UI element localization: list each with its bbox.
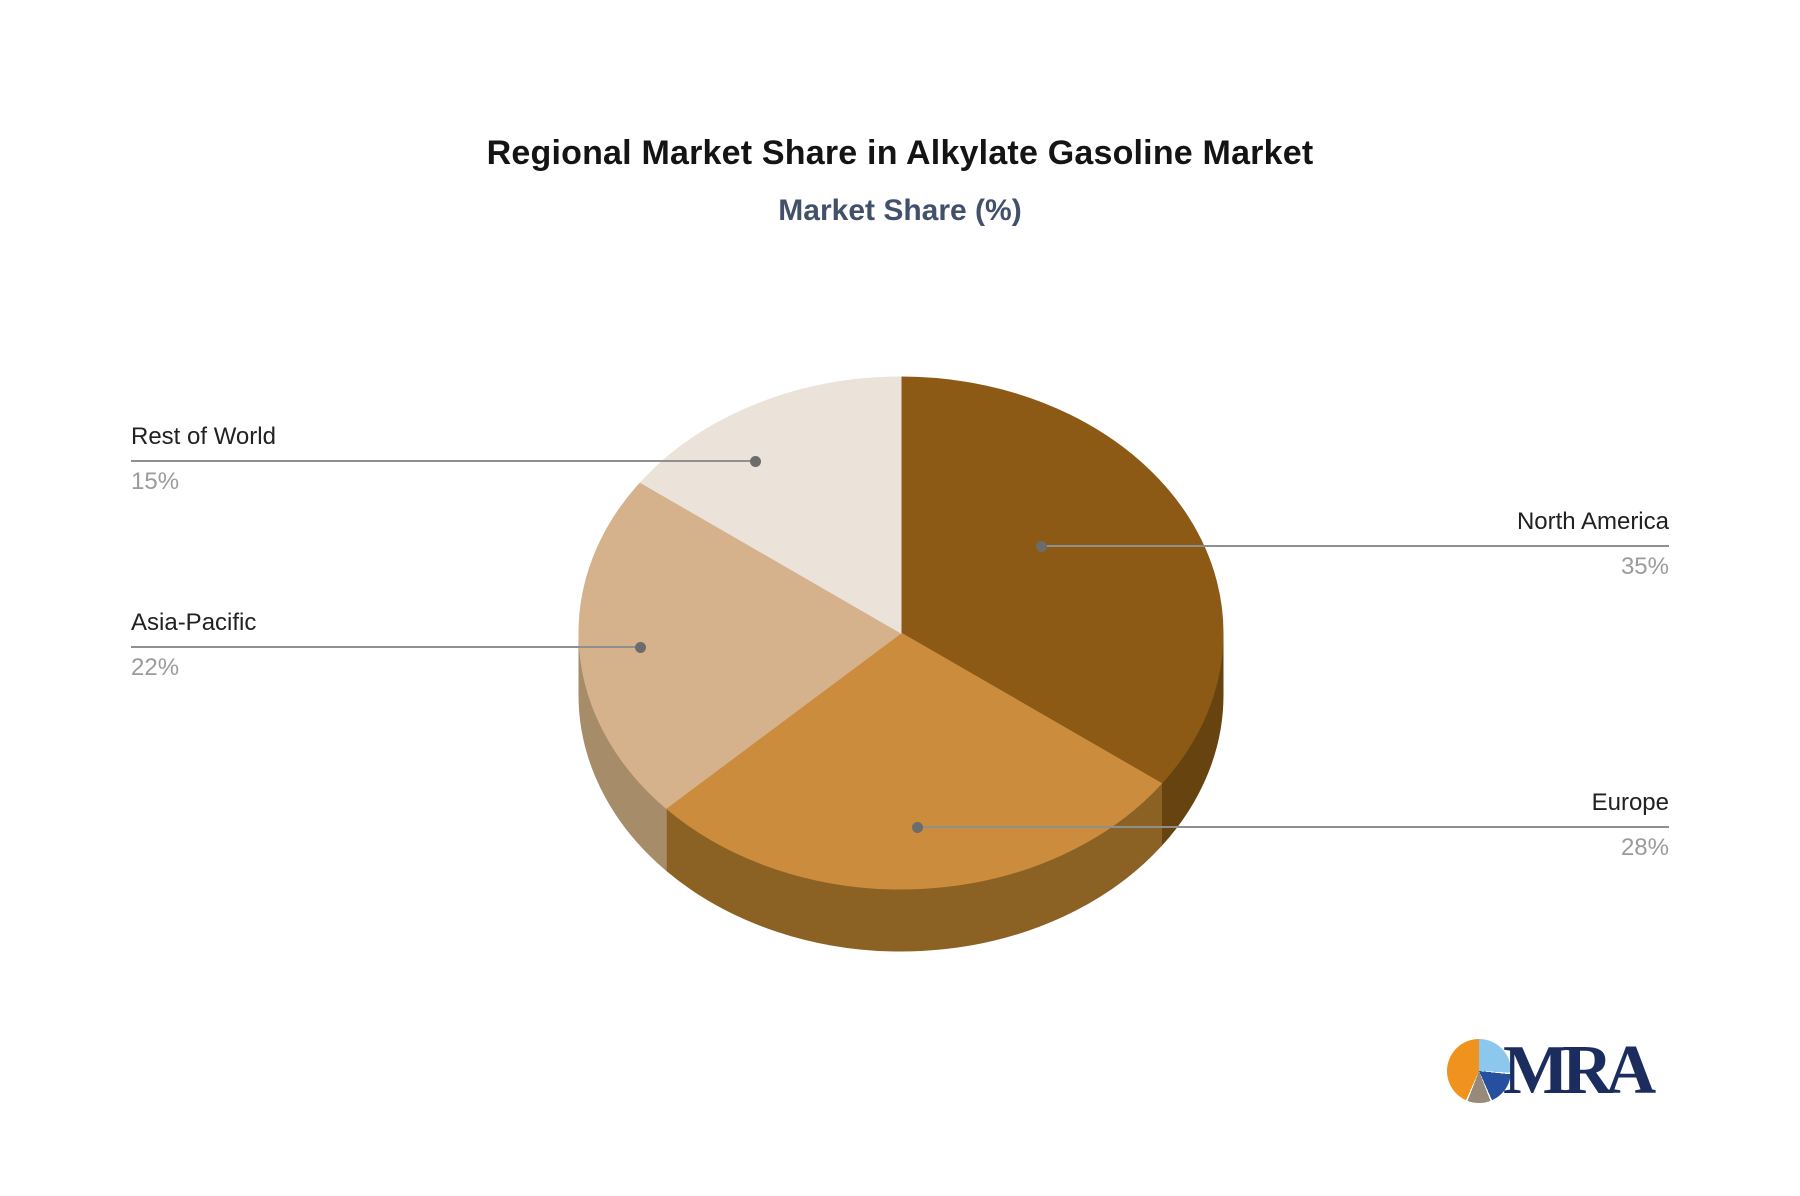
value-asia-pacific: 22% [131, 653, 180, 681]
value-north-america: 35% [1620, 552, 1669, 580]
callout-europe: Europe 28% [912, 789, 1669, 863]
callout-north-america: North America 35% [1036, 508, 1669, 582]
pie-slice-north-america[interactable] [900, 376, 1224, 785]
leader-dot-north-america [1036, 541, 1047, 552]
label-europe: Europe [1591, 789, 1669, 816]
brand-logo: MRA [1447, 1032, 1656, 1109]
leader-dot-europe [912, 822, 923, 833]
logo-wordmark: MRA [1503, 1032, 1656, 1109]
leader-line-europe [917, 826, 1669, 828]
chart-title: Regional Market Share in Alkylate Gasoli… [486, 134, 1314, 172]
leader-line-asia-pacific [131, 646, 640, 648]
label-asia-pacific: Asia-Pacific [131, 609, 257, 636]
label-north-america: North America [1516, 508, 1669, 535]
pie-slice-rest-of-world[interactable] [639, 376, 902, 634]
pie-slice-asia-pacific[interactable] [578, 481, 902, 809]
chart-subtitle: Market Share (%) [778, 194, 1022, 227]
leader-line-north-america [1041, 545, 1669, 547]
leader-dot-rest-of-world [750, 456, 761, 467]
value-rest-of-world: 15% [131, 467, 180, 495]
leader-dot-asia-pacific [635, 642, 646, 653]
label-rest-of-world: Rest of World [131, 423, 276, 450]
value-europe: 28% [1620, 833, 1669, 861]
leader-line-rest-of-world [131, 460, 755, 462]
callout-rest-of-world: Rest of World 15% [131, 423, 761, 497]
callout-asia-pacific: Asia-Pacific 22% [131, 609, 646, 683]
logo-pie-icon [1447, 1039, 1511, 1103]
